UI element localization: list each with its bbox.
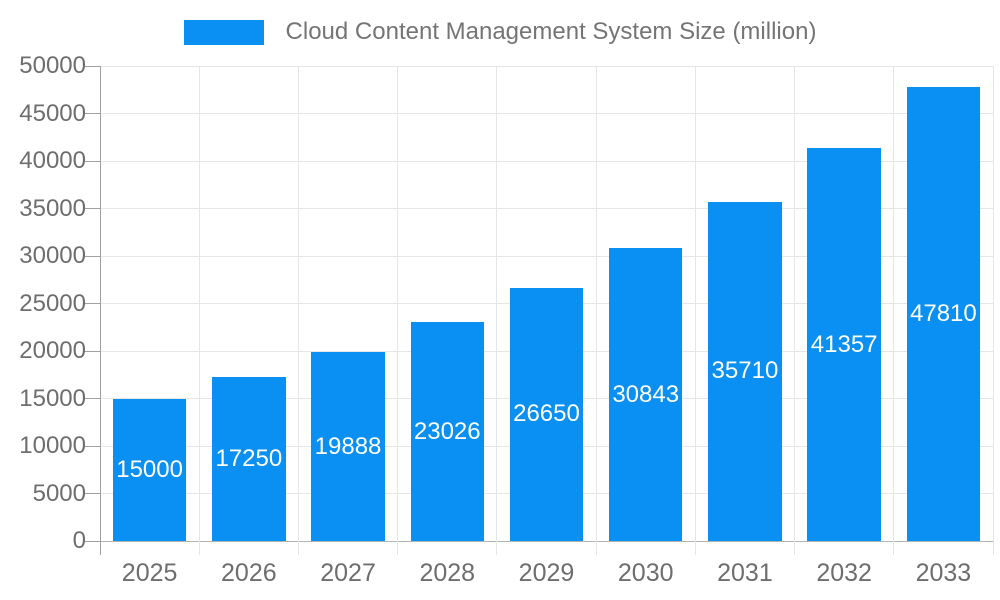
y-axis-tick-label: 50000 (19, 52, 86, 79)
bar[interactable]: 30843 (609, 248, 683, 541)
bar-value-label: 41357 (810, 330, 878, 358)
bar-value-label: 47810 (910, 299, 977, 327)
gridline-vertical (297, 66, 299, 555)
bar[interactable]: 26650 (509, 287, 584, 541)
gridline-vertical (496, 66, 498, 555)
gridline-horizontal (100, 160, 993, 162)
x-axis-tick-label: 2030 (617, 559, 674, 587)
gridline-vertical (992, 66, 994, 555)
y-axis-line (100, 66, 101, 555)
bar[interactable]: 19888 (311, 352, 385, 541)
y-axis-tick-label: 35000 (19, 194, 86, 222)
y-axis-tick-label: 25000 (19, 289, 86, 317)
gridline-horizontal (100, 113, 993, 114)
gridline-vertical (595, 66, 597, 555)
bar-value-label: 26650 (513, 400, 580, 428)
y-axis-tick (85, 160, 100, 162)
x-axis-baseline (100, 540, 993, 542)
y-axis-tick (85, 398, 100, 399)
y-axis-tick (85, 540, 100, 542)
bar[interactable]: 17250 (212, 377, 286, 541)
gridline-vertical (198, 66, 200, 555)
gridline-vertical (794, 66, 796, 555)
y-axis-tick-label: 45000 (19, 99, 86, 127)
x-axis-tick-label: 2031 (717, 559, 773, 587)
y-axis-tick (85, 255, 100, 257)
bar-value-label: 35710 (711, 357, 779, 385)
bar[interactable]: 23026 (410, 322, 484, 541)
gridline-vertical (694, 66, 696, 555)
gridline-horizontal (100, 255, 993, 257)
legend-label: Cloud Content Management System Size (mi… (285, 18, 817, 45)
x-axis-tick-label: 2032 (816, 559, 872, 587)
x-axis-tick-label: 2029 (518, 559, 575, 587)
x-axis-tick-label: 2026 (221, 559, 277, 587)
bar-value-label: 19888 (314, 432, 382, 460)
y-axis-tick (85, 445, 100, 447)
x-axis-tick-label: 2027 (320, 559, 376, 587)
y-axis-tick (85, 65, 100, 67)
bar-value-label: 23026 (413, 417, 481, 445)
bar-value-label: 17250 (215, 445, 283, 473)
y-axis-tick-label: 40000 (19, 147, 86, 174)
x-axis-tick-label: 2025 (121, 559, 178, 587)
plot-area: 15000 17250 19888 23026 26650 30843 35710 41357… (85, 65, 994, 555)
gridline-horizontal (100, 208, 993, 209)
y-axis-tick (85, 350, 100, 352)
y-axis-tick-label: 0 (72, 527, 86, 554)
gridline-vertical (397, 66, 399, 555)
gridline-vertical (893, 66, 895, 555)
bar[interactable]: 47810 (906, 86, 981, 541)
y-axis-tick (85, 493, 100, 494)
bar[interactable]: 35710 (708, 201, 782, 541)
x-axis-tick-label: 2028 (419, 559, 476, 587)
x-axis-tick-label: 2033 (915, 559, 972, 587)
bar[interactable]: 15000 (112, 398, 187, 541)
bar-value-label: 30843 (612, 380, 680, 408)
y-axis-tick-label: 30000 (19, 242, 86, 269)
legend-item[interactable]: Cloud Content Management System Size (mi… (0, 18, 1000, 46)
y-axis-tick (85, 208, 100, 209)
bar[interactable]: 41357 (807, 148, 881, 541)
y-axis-tick (85, 303, 100, 304)
bar-value-label: 15000 (116, 455, 183, 483)
y-axis-tick-label: 15000 (19, 384, 86, 412)
y-axis-tick-label: 20000 (19, 337, 86, 364)
legend-swatch (183, 19, 264, 45)
gridline-horizontal (100, 65, 993, 67)
y-axis-tick-label: 5000 (32, 479, 86, 507)
y-axis-tick (85, 113, 100, 114)
y-axis-tick-label: 10000 (19, 432, 86, 459)
